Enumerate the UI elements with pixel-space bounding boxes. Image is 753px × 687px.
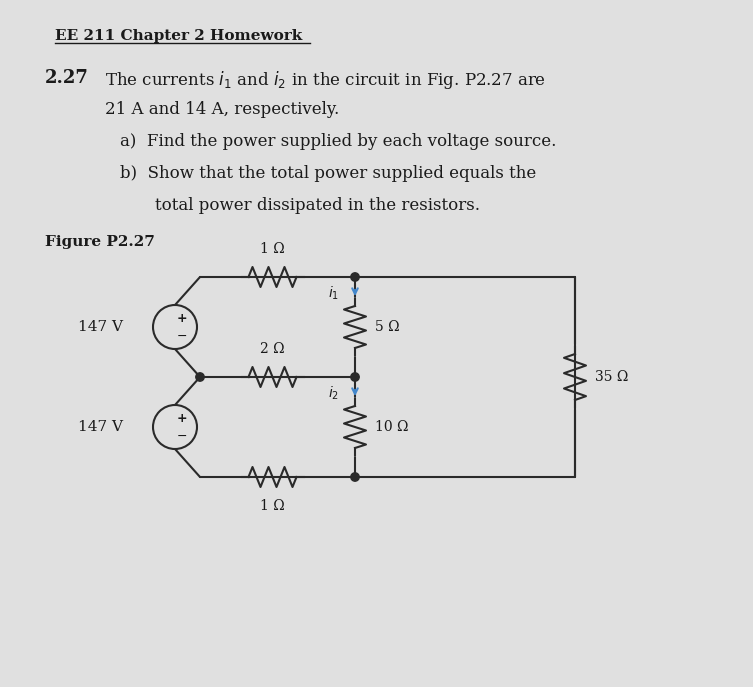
Text: $i_1$: $i_1$ xyxy=(328,284,339,302)
Text: 10 Ω: 10 Ω xyxy=(375,420,408,434)
Text: The currents $i_1$ and $i_2$ in the circuit in Fig. P2.27 are: The currents $i_1$ and $i_2$ in the circ… xyxy=(105,69,546,91)
Text: a)  Find the power supplied by each voltage source.: a) Find the power supplied by each volta… xyxy=(120,133,556,150)
Text: 21 A and 14 A, respectively.: 21 A and 14 A, respectively. xyxy=(105,101,340,118)
Text: Figure P2.27: Figure P2.27 xyxy=(45,235,155,249)
Circle shape xyxy=(196,373,204,381)
Text: b)  Show that the total power supplied equals the: b) Show that the total power supplied eq… xyxy=(120,165,536,182)
Text: $i_2$: $i_2$ xyxy=(328,384,339,402)
Text: −: − xyxy=(177,429,187,442)
Text: 1 Ω: 1 Ω xyxy=(260,499,285,513)
Text: 35 Ω: 35 Ω xyxy=(595,370,628,384)
Circle shape xyxy=(351,273,359,281)
Text: 2.27: 2.27 xyxy=(45,69,89,87)
Text: 5 Ω: 5 Ω xyxy=(375,320,400,334)
Text: 147 V: 147 V xyxy=(78,320,123,334)
Text: 2 Ω: 2 Ω xyxy=(261,342,285,356)
Text: 147 V: 147 V xyxy=(78,420,123,434)
Text: EE 211 Chapter 2 Homework: EE 211 Chapter 2 Homework xyxy=(55,29,302,43)
Circle shape xyxy=(351,373,359,381)
Text: +: + xyxy=(177,412,187,425)
Text: 1 Ω: 1 Ω xyxy=(260,242,285,256)
Text: total power dissipated in the resistors.: total power dissipated in the resistors. xyxy=(155,197,480,214)
Text: −: − xyxy=(177,330,187,343)
Text: +: + xyxy=(177,311,187,324)
Circle shape xyxy=(351,473,359,481)
